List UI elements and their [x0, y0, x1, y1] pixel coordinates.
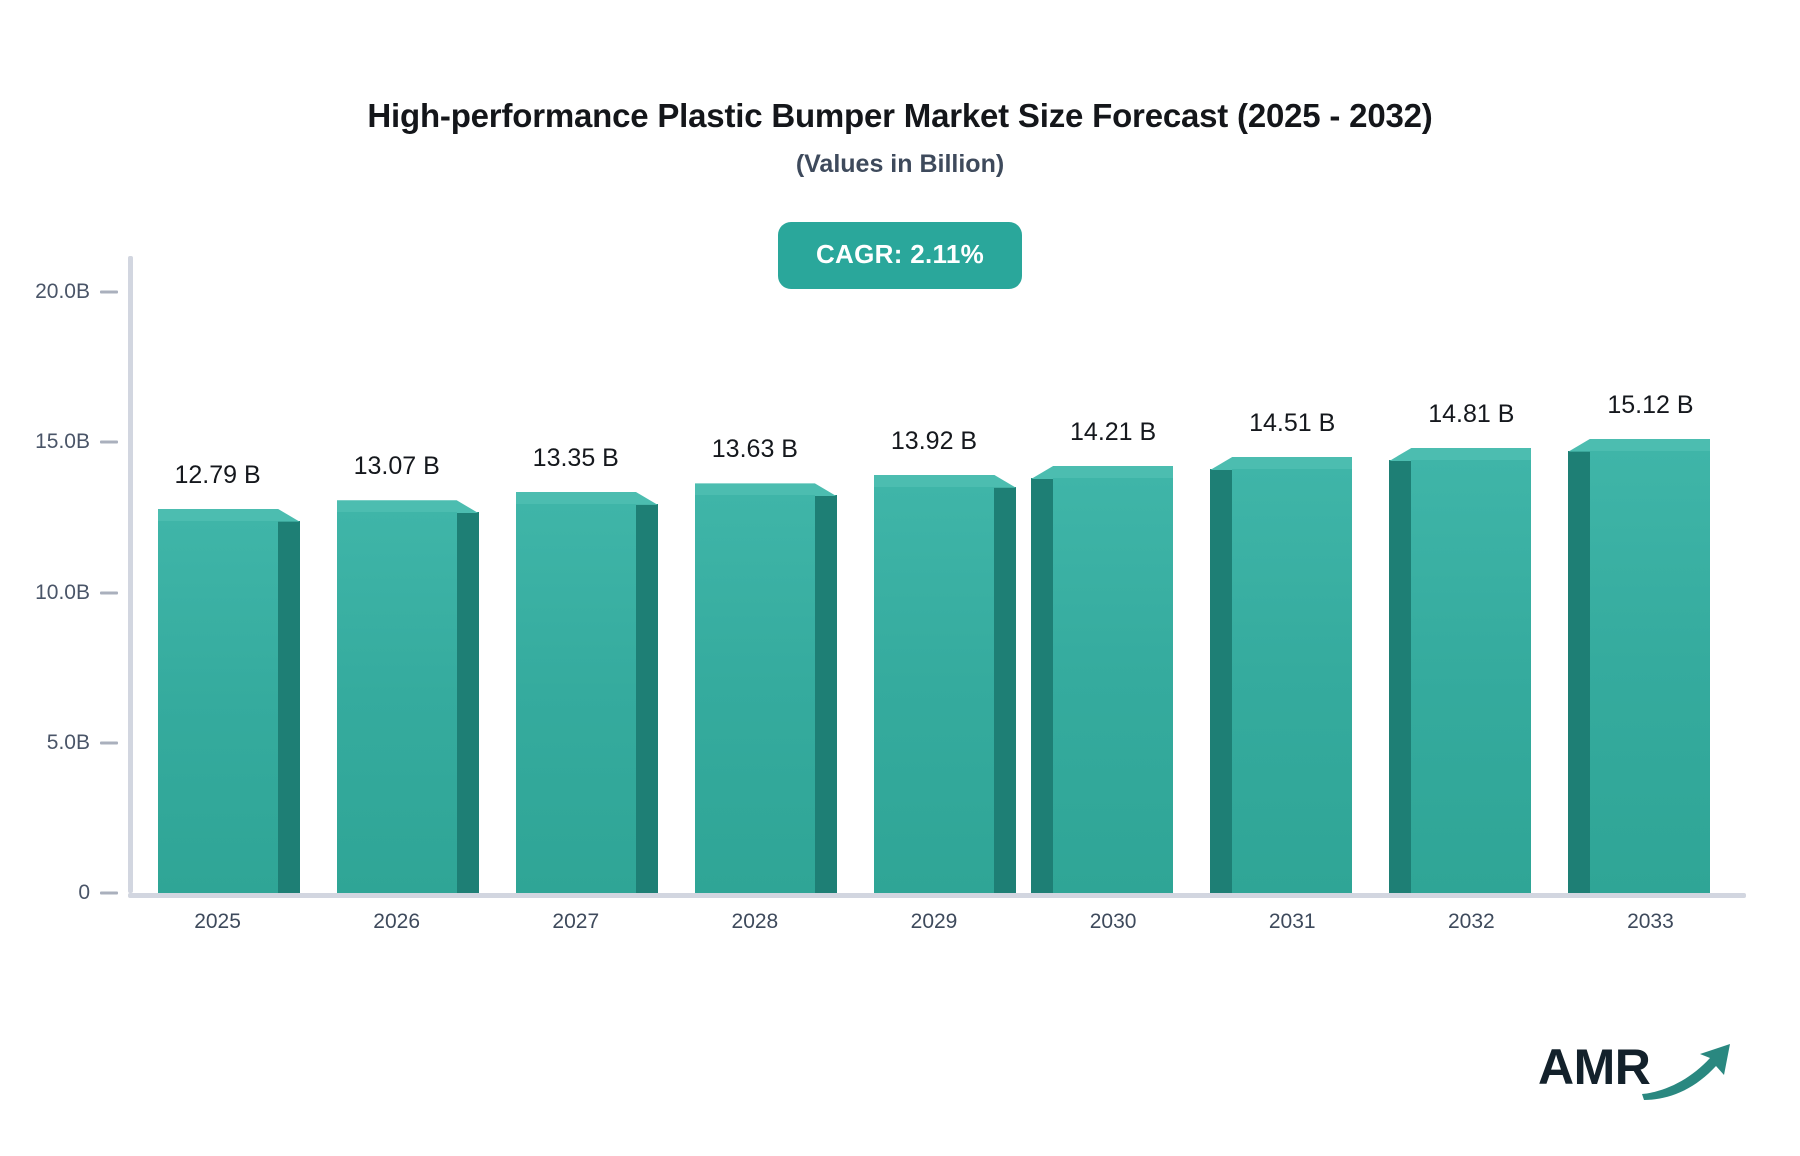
bar-side-face: [994, 486, 1016, 893]
bar-top-face: [157, 508, 300, 522]
y-axis-tick-label: 5.0B: [46, 730, 90, 754]
cagr-badge: CAGR: 2.11%: [777, 222, 1023, 289]
y-axis-tick-mark: [100, 891, 118, 895]
bar[interactable]: [515, 491, 658, 893]
bar-value-label: 13.92 B: [890, 426, 978, 455]
bar[interactable]: [157, 508, 300, 893]
bar-front-face: [1411, 459, 1532, 893]
x-axis-tick-label: 2026: [373, 910, 421, 933]
y-axis-tick-mark: [100, 290, 118, 294]
growth-arrow-icon: [1642, 1044, 1730, 1100]
bar-front-face: [157, 520, 278, 893]
bar-front-face: [694, 495, 815, 893]
bar[interactable]: [1568, 438, 1711, 893]
x-axis-line: [128, 893, 1746, 898]
bar-front-face: [874, 486, 994, 893]
bar-side-face: [277, 520, 300, 893]
x-axis-tick-label: 2032: [1447, 910, 1495, 933]
bar-front-face: [1232, 468, 1353, 893]
bar-value-label: 14.81 B: [1428, 399, 1515, 428]
bar-side-face: [456, 512, 479, 893]
bar-value-label: 13.63 B: [711, 435, 798, 464]
bar-front-face: [515, 503, 636, 893]
y-axis-tick-label: 10.0B: [35, 580, 90, 604]
bar-top-face: [336, 500, 479, 514]
x-axis-tick-label: 2029: [910, 910, 958, 933]
y-axis-tick-mark: [100, 440, 118, 444]
bar-front-face: [1590, 450, 1711, 893]
x-axis-tick-label: 2025: [194, 910, 241, 933]
logo-text: AMR: [1538, 1039, 1651, 1095]
bar[interactable]: [336, 500, 479, 893]
bar-value-label: 14.21 B: [1070, 417, 1157, 446]
x-axis-tick-label: 2030: [1089, 910, 1137, 933]
bar-value-label: 13.07 B: [353, 452, 440, 481]
bar[interactable]: [1389, 447, 1532, 893]
amr-logo: AMR: [1538, 1038, 1738, 1118]
y-axis-tick-label: 15.0B: [35, 430, 90, 454]
bar-top-face: [1210, 456, 1353, 470]
bar[interactable]: [694, 483, 837, 893]
bar-top-face: [1568, 438, 1711, 452]
bar-value-label: 12.79 B: [174, 460, 261, 489]
bar-side-face: [1210, 468, 1233, 893]
bar-top-face: [874, 474, 1016, 488]
plot-area: 0 5.0B 10.0B 15.0B 20.0B 12.79 B 13.07 B 13.35…: [35, 256, 1746, 933]
bar-value-label: 15.12 B: [1607, 390, 1694, 419]
cagr-badge-wrapper: CAGR: 2.11%: [0, 222, 1800, 289]
x-axis-tick-label: 2028: [731, 910, 779, 933]
x-axis-tick-label: 2033: [1627, 910, 1674, 933]
bar-side-face: [1389, 459, 1412, 893]
y-axis-line: [128, 256, 133, 893]
bar-front-face: [336, 512, 457, 893]
chart-subtitle: (Values in Billion): [795, 149, 1005, 178]
bar-top-face: [1389, 447, 1532, 461]
bar-value-label: 14.51 B: [1249, 408, 1336, 437]
bar-top-face: [694, 483, 837, 497]
bar-top-face: [1031, 466, 1174, 479]
bar-value-label: 13.35 B: [532, 443, 619, 472]
bar-top-face: [515, 491, 658, 505]
y-axis-tick-mark: [100, 591, 118, 594]
y-axis-tick-mark: [100, 741, 118, 745]
bar[interactable]: [1210, 456, 1353, 893]
bar-side-face: [1031, 478, 1054, 893]
page-title: High-performance Plastic Bumper Market S…: [367, 97, 1433, 134]
chart-header: High-performance Plastic Bumper Market S…: [0, 96, 1800, 179]
bar-front-face: [1053, 478, 1174, 893]
bar[interactable]: [874, 474, 1016, 893]
x-axis-tick-label: 2031: [1268, 910, 1316, 933]
bar-side-face: [635, 503, 658, 893]
x-axis-tick-label: 2027: [552, 910, 600, 933]
bar-side-face: [1568, 450, 1591, 893]
bar-side-face: [814, 495, 837, 893]
bar[interactable]: [1031, 466, 1174, 893]
y-axis-tick-label: 0: [78, 881, 90, 904]
y-axis-tick-label: 20.0B: [35, 280, 90, 303]
